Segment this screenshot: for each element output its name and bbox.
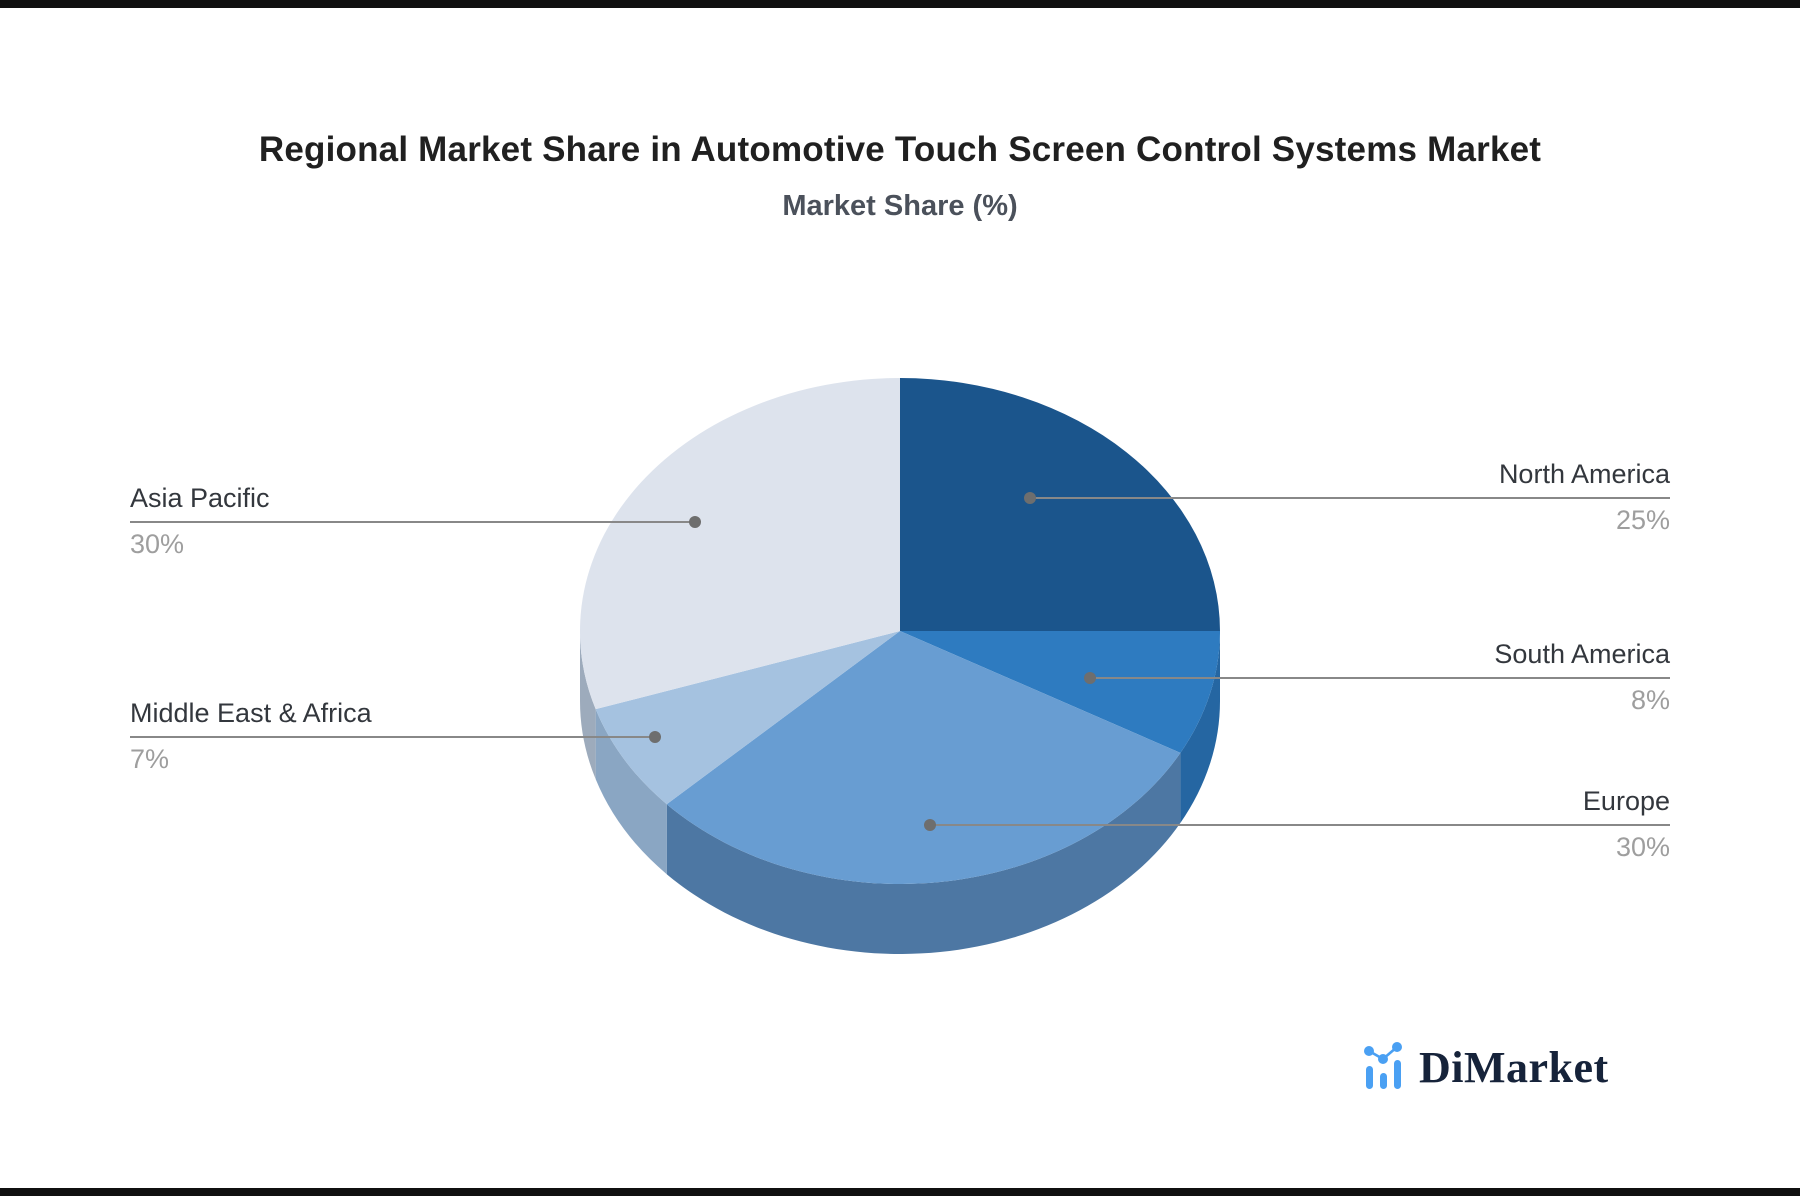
slice-label: Asia Pacific	[130, 483, 270, 513]
callout-north-america: North America 25%	[1250, 458, 1670, 537]
dimarket-logo-icon	[1364, 1042, 1402, 1089]
pie-slice-south-america[interactable]	[900, 631, 1220, 753]
pie-slice-depth-europe	[666, 752, 1181, 954]
slice-percentage: 30%	[130, 529, 185, 559]
callout-south-america: South America 8%	[1250, 638, 1670, 717]
dimarket-logo-text: DiMarket	[1419, 1043, 1609, 1092]
slice-percentage: 25%	[1615, 505, 1670, 535]
slice-percentage: 7%	[130, 744, 170, 774]
pie-slice-depth-middle-east-africa	[595, 709, 667, 875]
leader-dot-europe	[924, 819, 936, 831]
chart-title: Regional Market Share in Automotive Touc…	[258, 130, 1542, 169]
slice-label: South America	[1494, 639, 1670, 669]
pie-slice-north-america[interactable]	[900, 378, 1220, 631]
pie-slice-depth-south-america	[1180, 631, 1220, 823]
callout-middle-east-africa: Middle East & Africa 7%	[130, 697, 550, 776]
slice-label: North America	[1498, 459, 1670, 489]
slice-label: Middle East & Africa	[130, 698, 372, 728]
callout-asia-pacific: Asia Pacific 30%	[130, 482, 550, 561]
callout-europe: Europe 30%	[1250, 785, 1670, 864]
dimarket-logo: DiMarket	[1362, 1042, 1609, 1094]
top-edge-bar	[0, 0, 1800, 8]
slice-label: Europe	[1582, 786, 1670, 816]
leader-dot-north-america	[1024, 492, 1036, 504]
leader-dot-south-america	[1084, 672, 1096, 684]
bottom-edge-bar	[0, 1188, 1800, 1196]
pie-slice-depth-asia-pacific	[580, 631, 596, 780]
chart-subtitle: Market Share (%)	[782, 190, 1018, 222]
leader-dot-middle-east-africa	[649, 731, 661, 743]
leader-dot-asia-pacific	[689, 516, 701, 528]
pie-slice-middle-east-africa[interactable]	[595, 631, 900, 805]
slice-percentage: 8%	[1630, 685, 1670, 715]
slice-percentage: 30%	[1615, 832, 1670, 862]
pie-slice-asia-pacific[interactable]	[580, 378, 900, 710]
pie-slice-europe[interactable]	[666, 631, 1181, 884]
